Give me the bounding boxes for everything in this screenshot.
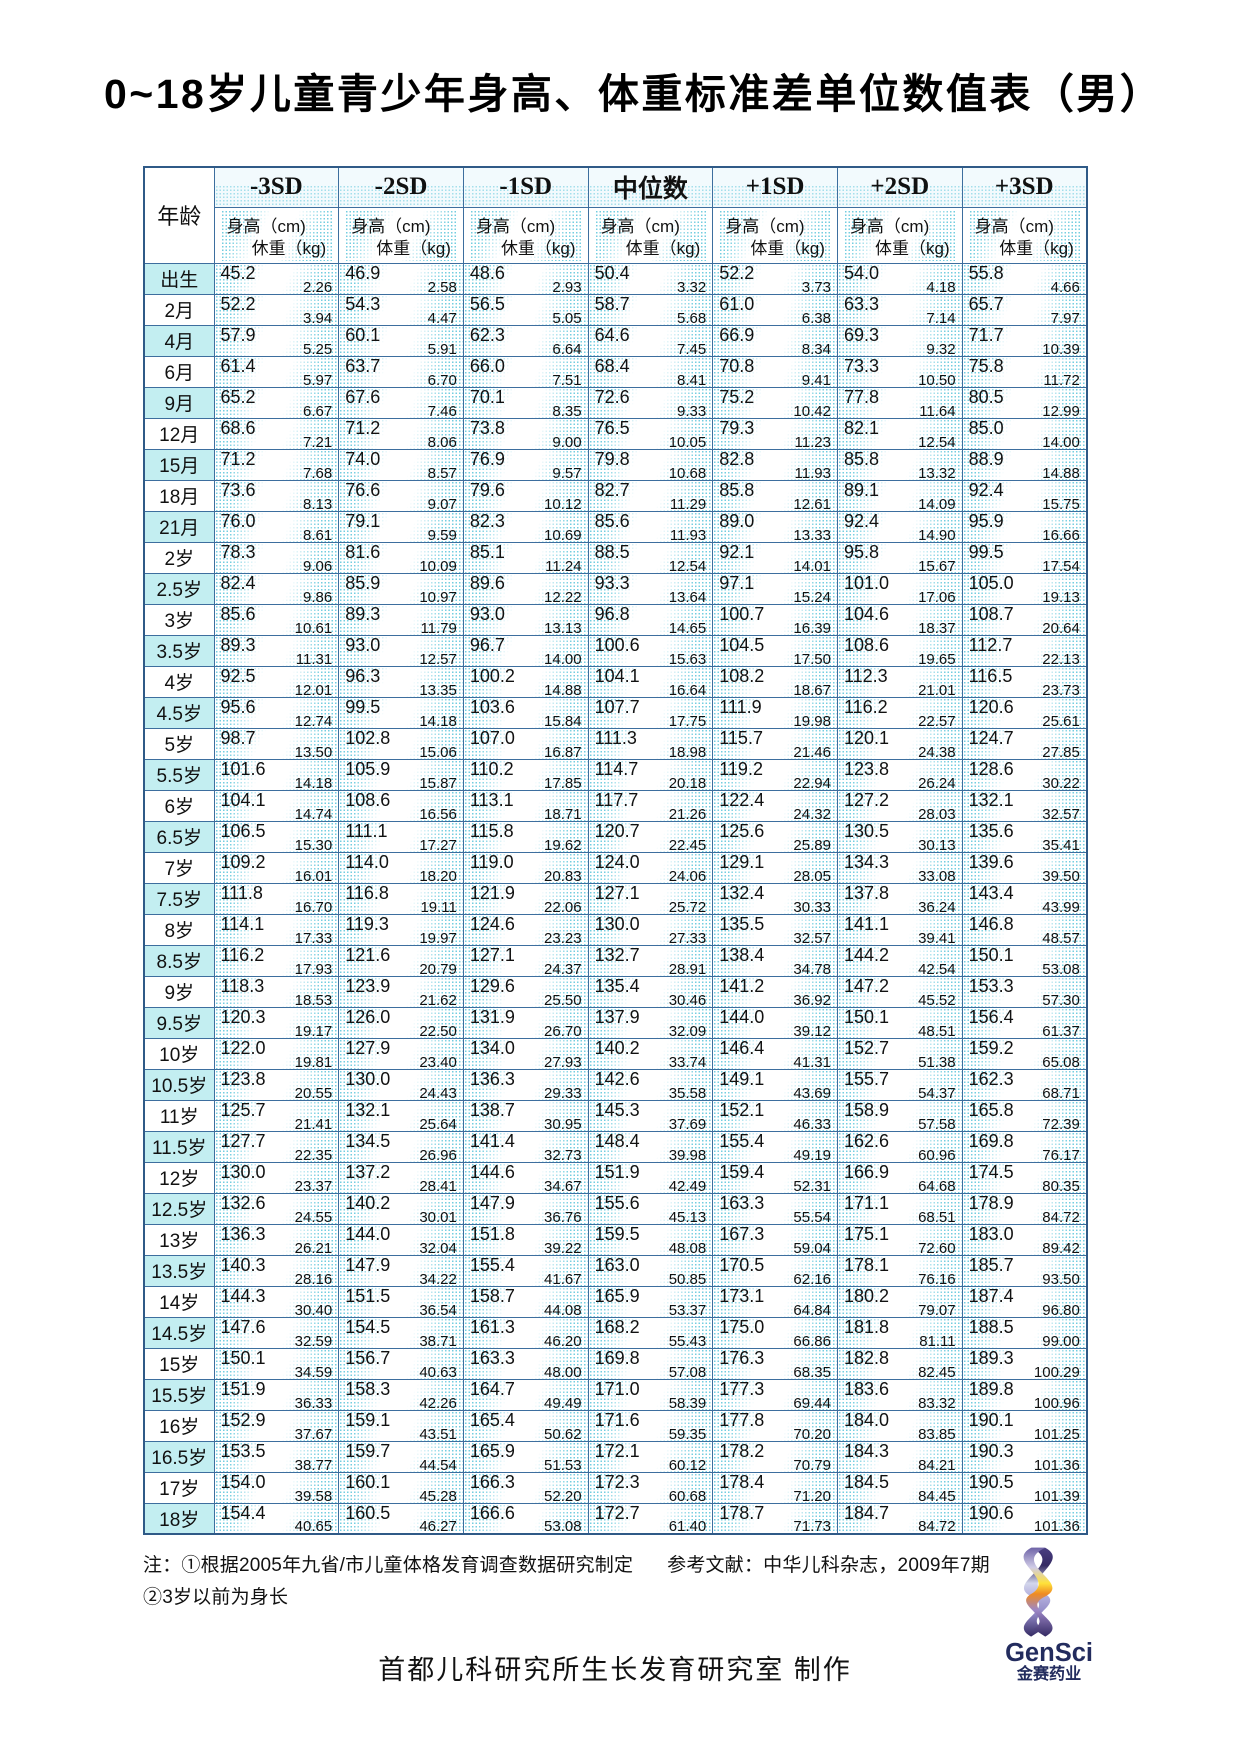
svg-text:GenSci: GenSci — [1005, 1639, 1093, 1667]
svg-text:金赛药业: 金赛药业 — [1016, 1664, 1081, 1683]
